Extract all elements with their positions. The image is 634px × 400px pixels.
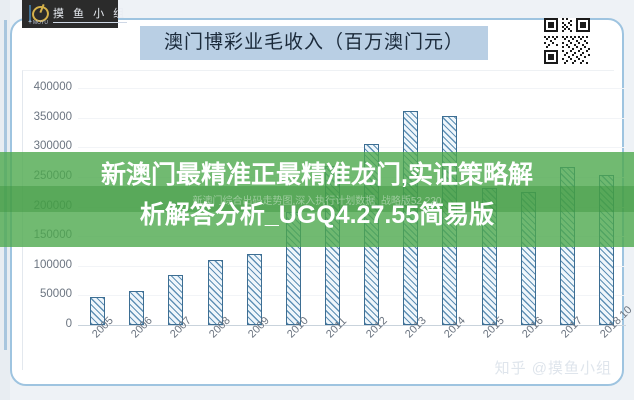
qr-code-icon [544, 18, 590, 64]
fish-hook-logo-icon: + MOYU [28, 3, 52, 26]
y-tick-label: 0 [65, 318, 72, 330]
y-tick-label: 50000 [40, 288, 72, 301]
gridline [78, 295, 626, 296]
gridline [78, 147, 626, 148]
page-title: 澳门博彩业毛收入（百万澳门元） [140, 26, 488, 60]
promo-text-line1: 新澳门最精准正最精准龙门,实证策略解 [101, 161, 533, 189]
x-axis-line [78, 325, 626, 326]
bar [246, 253, 262, 325]
y-tick-label: 100000 [33, 258, 72, 271]
gridline [78, 266, 626, 267]
promo-text-line2: 析解答分析_UGQ4.27.55简易版 [139, 201, 495, 229]
bar [207, 259, 223, 325]
logo-plus-glyph: + [28, 19, 33, 26]
promo-text: 新澳门最精准正最精准龙门,实证策略解 析解答分析_UGQ4.27.55简易版 [0, 155, 634, 235]
gridline [78, 88, 626, 89]
faint-watermark-text: 新澳门综合出码走势图,深入执行计划数据_战略版52.220 [192, 196, 442, 207]
gridline [78, 118, 626, 119]
promo-banner [0, 152, 634, 247]
y-tick-label: 300000 [33, 140, 72, 153]
zhihu-watermark: 知乎 @摸鱼小组 [494, 360, 612, 377]
logo-sub-label: MOYU [33, 20, 48, 26]
bar [90, 297, 106, 325]
logo-text: 摸 鱼 小 组 [53, 5, 128, 23]
y-tick-label: 350000 [33, 110, 72, 123]
promo-banner-stripe [0, 186, 634, 212]
bar [129, 291, 145, 325]
bar [168, 275, 184, 325]
brand-logo: + MOYU 摸 鱼 小 组 [22, 0, 128, 28]
y-tick-label: 400000 [33, 81, 72, 93]
